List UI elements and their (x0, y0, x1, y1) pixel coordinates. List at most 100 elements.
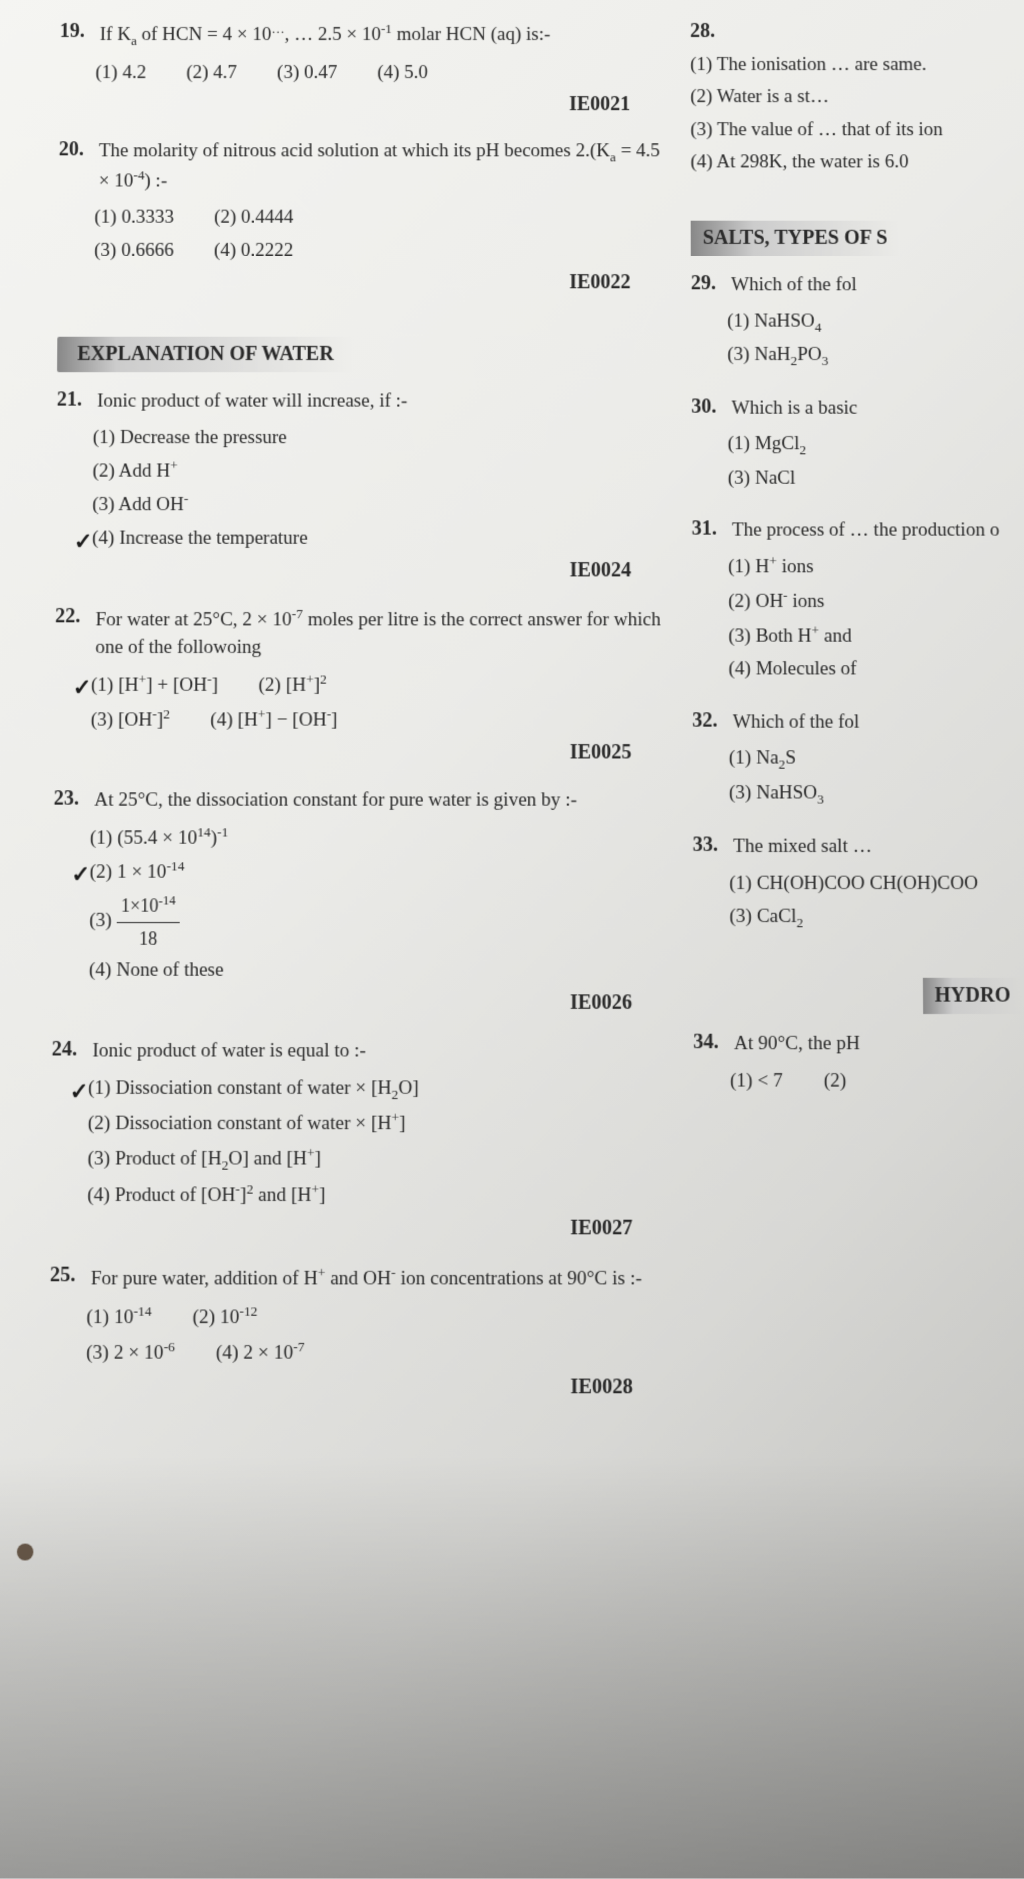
option: (2) [H+]2 (258, 668, 326, 702)
option: (4) Molecules of (728, 653, 1020, 686)
question-25: 25. For pure water, addition of H+ and O… (49, 1264, 664, 1399)
option: (1) H+ ions (728, 550, 1019, 584)
option: (3) Both H+ and (728, 619, 1019, 653)
option: (3) 2 × 10-6 (86, 1336, 175, 1371)
shadow-overlay (0, 1455, 1024, 1878)
option: (3) The value of … that of its ion (690, 114, 1015, 146)
q-number: 29. (691, 272, 727, 295)
right-column: 28. (1) The ionisation … are same. (2) W… (680, 20, 1024, 1422)
q-text: The molarity of nitrous acid solution at… (99, 138, 661, 196)
option: (2) 0.4444 (214, 202, 294, 235)
question-code: IE0024 (55, 559, 661, 582)
option: (2) Dissociation constant of water × [H+… (88, 1107, 663, 1142)
option: (4) None of these (89, 954, 663, 987)
question-21: 21. Ionic product of water will increase… (55, 388, 661, 583)
option: (4) 0.2222 (214, 234, 294, 267)
q-text: The mixed salt … (733, 833, 1021, 860)
option: (2) OH- ions (728, 585, 1019, 619)
question-code: IE0028 (49, 1375, 664, 1399)
option: (2) 10-12 (192, 1300, 257, 1335)
q-number: 22. (55, 605, 92, 628)
q-number: 24. (52, 1038, 89, 1062)
option: (1) 4.2 (95, 57, 146, 89)
section-header: EXPLANATION OF WATER (57, 337, 354, 372)
q-text: Which of the fol (733, 709, 1021, 736)
question-31: 31. The process of … the production o (1… (692, 517, 1020, 686)
option: (2) Water is a st… (690, 81, 1015, 113)
option: (4) Increase the temperature (92, 523, 661, 556)
question-34: 34. At 90°C, the pH (1) < 7 (2) (693, 1031, 1023, 1098)
q-number: 21. (57, 388, 93, 411)
option: (3) Product of [H2O] and [H+] (87, 1142, 663, 1178)
q-number: 28. (690, 20, 726, 43)
question-code: IE0022 (58, 271, 661, 294)
question-22: 22. For water at 25°C, 2 × 10-7 moles pe… (54, 605, 662, 764)
option: (1) 0.3333 (94, 202, 174, 235)
q-number: 25. (50, 1264, 87, 1288)
option: (4) At 298K, the water is 6.0 (690, 146, 1015, 178)
option: (1) 10-14 (86, 1300, 151, 1335)
question-23: 23. At 25°C, the dissociation constant f… (52, 787, 663, 1015)
option: (1) Na2S (729, 742, 1021, 776)
option: (4) [H+] − [OH-] (210, 703, 337, 737)
q-text: For water at 25°C, 2 × 10-7 moles per li… (95, 605, 661, 662)
q-text: Which of the fol (731, 272, 1017, 299)
option: (1) (55.4 × 1014)-1 (90, 821, 662, 856)
q-text: The process of … the production o (732, 517, 1019, 544)
option: (1) < 7 (730, 1065, 783, 1099)
option: (1) NaHSO4 (727, 305, 1017, 339)
q-text: Which is a basic (732, 395, 1018, 422)
q-text: At 90°C, the pH (734, 1031, 1023, 1059)
option: (4) 2 × 10-7 (216, 1336, 305, 1371)
q-number: 30. (691, 395, 727, 418)
question-24: 24. Ionic product of water is equal to :… (50, 1038, 663, 1241)
question-28: 28. (1) The ionisation … are same. (2) W… (690, 20, 1016, 179)
q-number: 33. (693, 833, 730, 857)
option: (3) NaHSO3 (729, 777, 1021, 811)
option: (1) MgCl2 (728, 428, 1018, 462)
question-33: 33. The mixed salt … (1) CH(OH)COO CH(OH… (693, 833, 1023, 934)
q-text: Ionic product of water will increase, if… (97, 388, 661, 415)
option: (3) 0.6666 (94, 234, 174, 267)
question-code: IE0021 (59, 93, 660, 116)
option: (3) 0.47 (277, 57, 337, 89)
page-marker (17, 1544, 34, 1561)
option: (3) NaCl (728, 462, 1019, 495)
option: (2) 1 × 10-14 (90, 855, 663, 890)
question-29: 29. Which of the fol (1) NaHSO4 (3) NaH2… (691, 272, 1017, 372)
option: (3) NaH2PO3 (727, 339, 1017, 373)
option: (1) Dissociation constant of water × [H2… (88, 1072, 663, 1107)
q-number: 19. (60, 20, 96, 43)
question-19: 19. If Ka of HCN = 4 × 10…, … 2.5 × 10-1… (59, 20, 660, 116)
q-number: 23. (54, 787, 91, 811)
q-text: For pure water, addition of H+ and OH- i… (91, 1264, 664, 1294)
option: (2) 4.7 (186, 57, 237, 89)
question-code: IE0027 (50, 1217, 663, 1241)
option: (3) CaCl2 (729, 900, 1022, 934)
question-32: 32. Which of the fol (1) Na2S (3) NaHSO3 (692, 709, 1021, 811)
option: (3) [OH-]2 (91, 703, 170, 737)
q-text: If Ka of HCN = 4 × 10…, … 2.5 × 10-1 mol… (100, 20, 660, 51)
question-code: IE0026 (52, 992, 663, 1016)
textbook-page: 19. If Ka of HCN = 4 × 10…, … 2.5 × 10-1… (0, 0, 1024, 1879)
question-20: 20. The molarity of nitrous acid solutio… (58, 138, 661, 294)
option: (3) 1×10-1418 (89, 890, 662, 954)
option: (2) Add H+ (92, 454, 661, 488)
option: (1) CH(OH)COO CH(OH)COO (729, 867, 1022, 900)
option: (2) (824, 1065, 847, 1099)
section-header: SALTS, TYPES OF S (691, 221, 900, 256)
q-text: Ionic product of water is equal to :- (92, 1038, 662, 1066)
question-code: IE0025 (54, 741, 662, 765)
q-number: 34. (693, 1031, 730, 1055)
option: (4) 5.0 (377, 57, 428, 89)
option: (1) Decrease the pressure (93, 421, 661, 454)
option: (3) Add OH- (92, 488, 661, 522)
q-number: 32. (692, 709, 729, 733)
q-number: 20. (59, 138, 95, 161)
option: (1) The ionisation … are same. (690, 49, 1015, 81)
option: (1) [H+] + [OH-] (91, 668, 218, 702)
question-30: 30. Which is a basic (1) MgCl2 (3) NaCl (691, 395, 1018, 495)
section-header: HYDRO (922, 978, 1022, 1014)
left-column: 19. If Ka of HCN = 4 × 10…, … 2.5 × 10-1… (49, 20, 664, 1422)
q-text: At 25°C, the dissociation constant for p… (94, 787, 662, 814)
